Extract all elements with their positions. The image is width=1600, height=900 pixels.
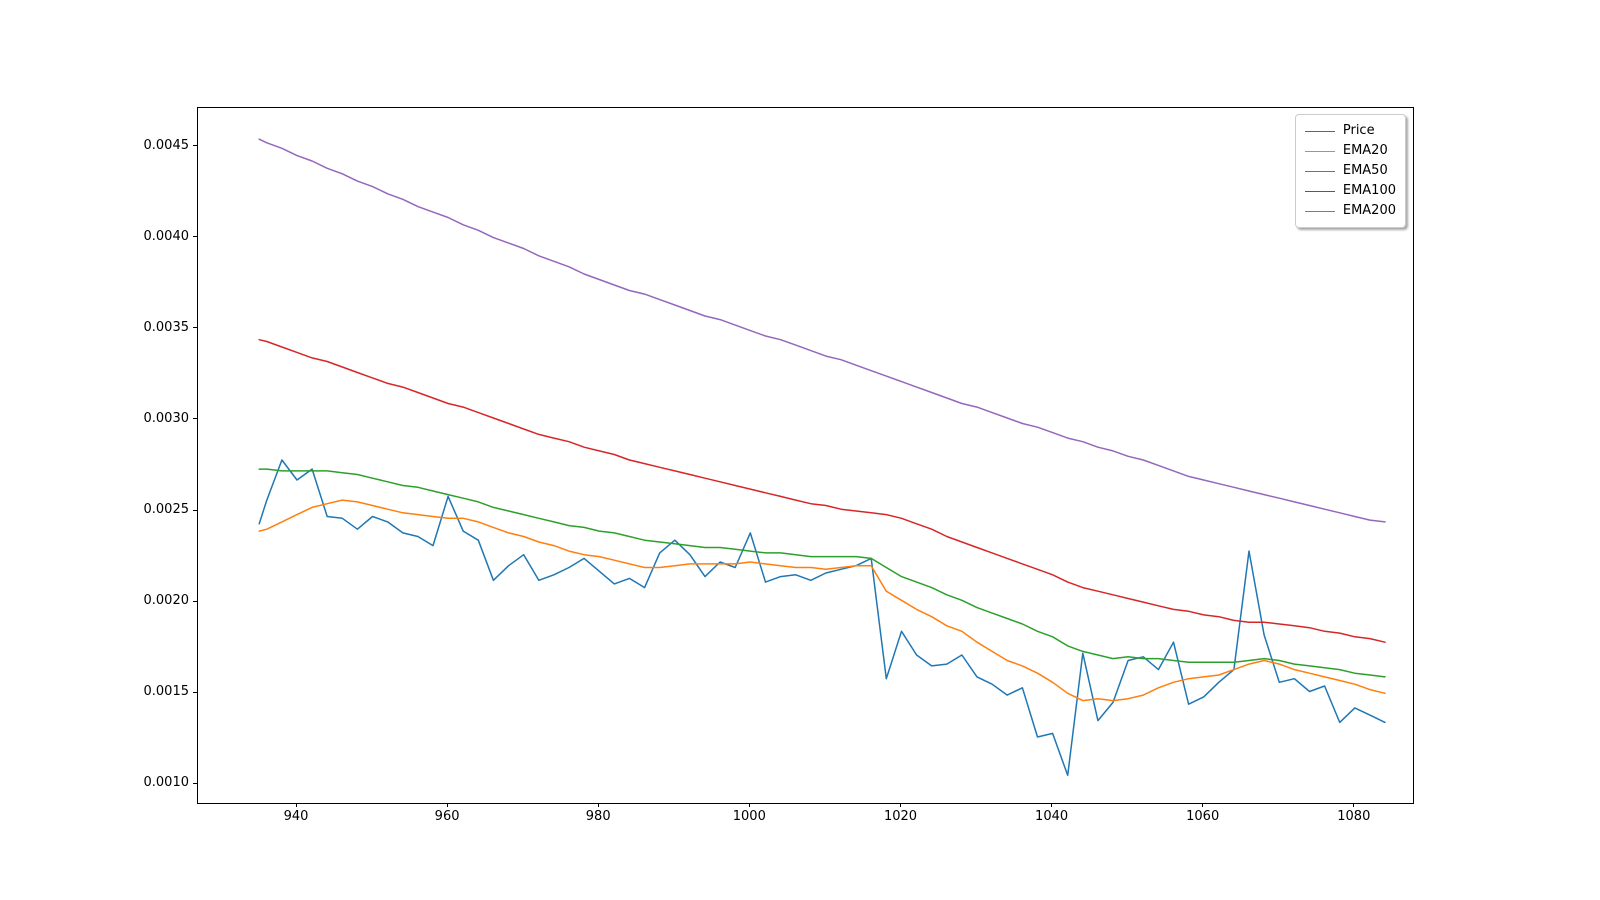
plot-area: [197, 107, 1414, 804]
y-tick-mark: [193, 236, 197, 238]
series-line-ema100: [258, 338, 1386, 643]
y-tick-mark: [193, 418, 197, 420]
y-tick-label: 0.0035: [143, 319, 190, 335]
x-tick-label: 1020: [883, 809, 918, 824]
y-tick-label: 0.0030: [143, 410, 190, 426]
series-line-ema20: [258, 499, 1386, 702]
legend-item-price: Price: [1304, 121, 1396, 141]
legend-item-ema100: EMA100: [1304, 181, 1396, 201]
series-line-ema200: [258, 138, 1386, 523]
legend-swatch-ema100-icon: [1304, 190, 1335, 192]
x-tick-label: 1000: [732, 809, 766, 824]
legend-swatch-ema50-icon: [1304, 170, 1335, 172]
y-tick-mark: [193, 145, 197, 146]
x-tick-label: 980: [585, 809, 611, 824]
y-tick-mark: [193, 691, 197, 693]
y-tick-label: 0.0045: [143, 137, 190, 153]
x-tick-label: 1060: [1186, 809, 1220, 824]
plot-svg: [258, 138, 1386, 777]
x-tick-mark: [748, 803, 750, 807]
legend-label-ema50: EMA50: [1342, 163, 1388, 178]
legend-label-price: Price: [1342, 123, 1375, 138]
x-tick-label: 1080: [1337, 809, 1371, 824]
y-tick-mark: [193, 782, 197, 784]
legend: Price EMA20 EMA50 EMA100 EMA200: [1294, 114, 1406, 228]
y-tick-label: 0.0015: [143, 684, 190, 700]
x-tick-mark: [446, 803, 448, 807]
y-tick-mark: [193, 327, 197, 329]
x-tick-mark: [1202, 803, 1204, 807]
legend-item-ema20: EMA20: [1304, 141, 1396, 161]
x-tick-label: 960: [434, 809, 460, 824]
x-tick-label: 1040: [1035, 809, 1069, 824]
x-tick-mark: [1353, 803, 1355, 807]
x-tick-mark: [597, 803, 599, 807]
y-tick-mark: [193, 600, 197, 602]
y-tick-label: 0.0010: [143, 775, 190, 791]
legend-label-ema100: EMA100: [1342, 183, 1396, 198]
legend-label-ema20: EMA20: [1342, 143, 1388, 158]
legend-label-ema200: EMA200: [1342, 203, 1396, 218]
y-tick-label: 0.0020: [143, 593, 190, 609]
legend-item-ema200: EMA200: [1304, 201, 1396, 221]
x-tick-mark: [900, 803, 901, 807]
series-line-price: [258, 459, 1386, 777]
y-tick-mark: [193, 509, 197, 511]
legend-swatch-ema20-icon: [1304, 150, 1335, 152]
y-tick-label: 0.0040: [143, 228, 190, 244]
legend-swatch-ema200-icon: [1304, 210, 1335, 212]
x-tick-mark: [295, 803, 297, 807]
legend-item-ema50: EMA50: [1304, 161, 1396, 181]
x-tick-label: 940: [283, 809, 309, 824]
x-tick-mark: [1051, 803, 1053, 807]
series-line-ema50: [258, 468, 1386, 678]
legend-swatch-price-icon: [1304, 130, 1335, 132]
y-tick-label: 0.0025: [143, 502, 190, 517]
